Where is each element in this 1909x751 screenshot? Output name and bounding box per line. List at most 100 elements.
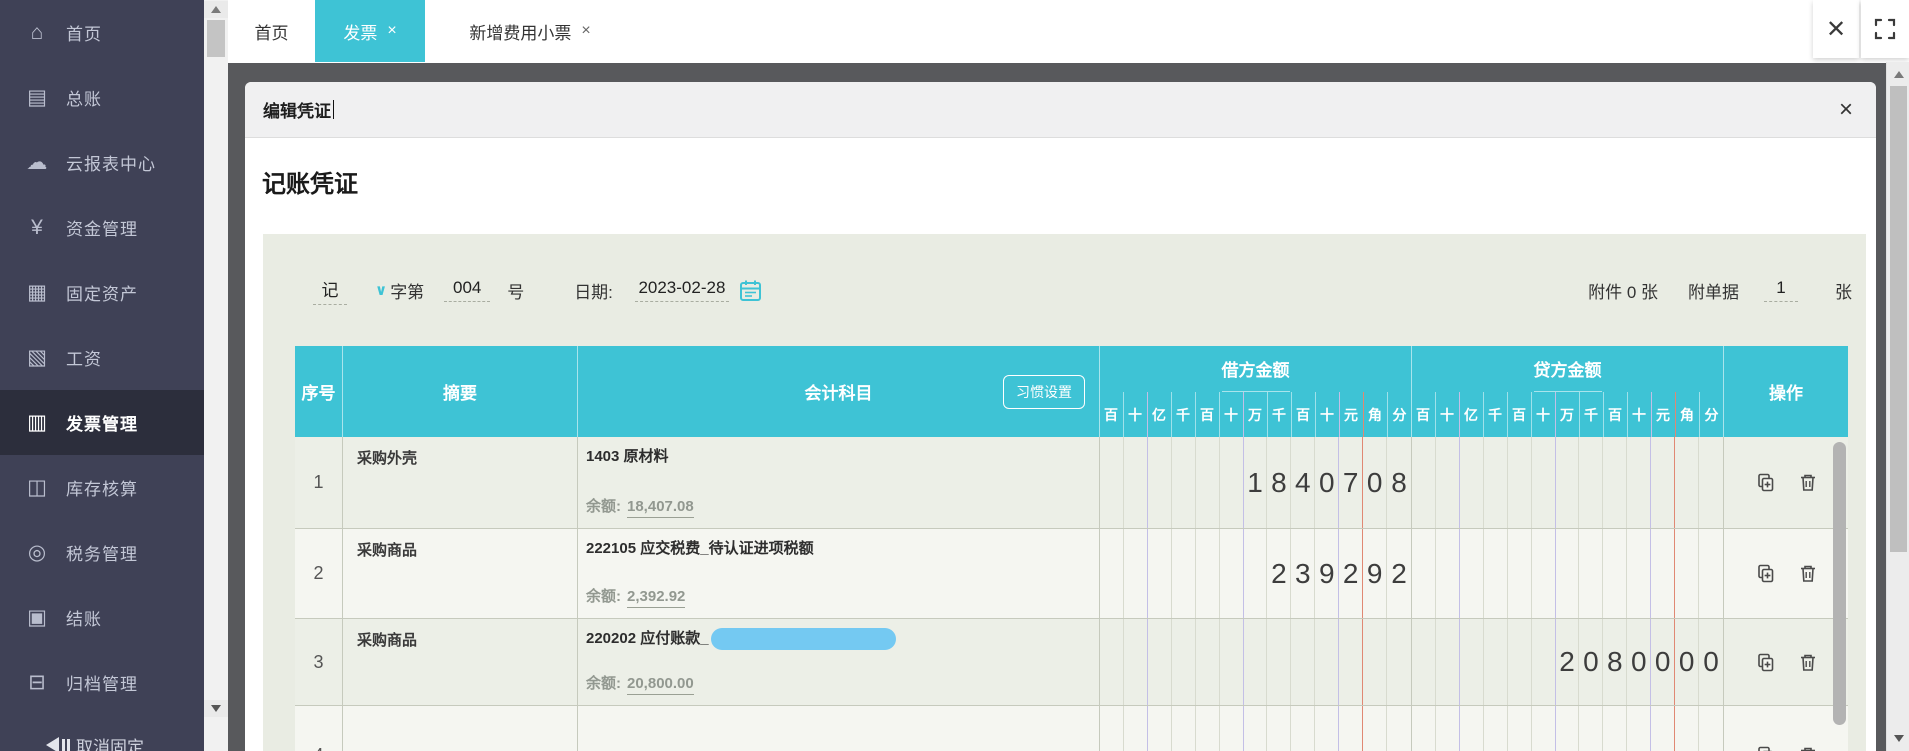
arrow-down-icon	[1893, 735, 1904, 742]
debit-amount-cell[interactable]	[1100, 706, 1412, 751]
summary-cell[interactable]: 采购商品	[343, 529, 578, 618]
delete-row-icon[interactable]	[1799, 746, 1817, 751]
credit-amount-cell[interactable]	[1412, 529, 1724, 618]
digit-column-header: 千	[1484, 392, 1508, 437]
balance-value[interactable]: 18,407.08	[627, 498, 694, 518]
digit-cell	[1484, 529, 1508, 618]
page-scroll-up-button[interactable]	[1887, 66, 1909, 83]
digit-cell	[1196, 706, 1220, 751]
sidebar-item-fixed-assets[interactable]: ▦ 固定资产	[0, 260, 204, 325]
digit-cell	[1220, 529, 1244, 618]
copy-row-icon[interactable]	[1756, 564, 1775, 583]
delete-row-icon[interactable]	[1799, 473, 1817, 492]
tab-close-icon[interactable]: ×	[581, 22, 591, 39]
sidebar-item-funds-management[interactable]: ¥ 资金管理	[0, 195, 204, 260]
closing-icon: ▣	[27, 606, 47, 629]
copy-row-icon[interactable]	[1756, 746, 1775, 751]
sidebar-item-invoice-management[interactable]: ▥ 发票管理	[0, 390, 204, 455]
summary-cell[interactable]	[343, 706, 578, 751]
habit-settings-button[interactable]: 习惯设置	[1003, 374, 1085, 409]
digit-cell	[1627, 706, 1652, 751]
summary-cell[interactable]: 采购外壳	[343, 437, 578, 528]
cloud-report-icon: ☁	[26, 151, 48, 174]
digit-column-header: 元	[1340, 392, 1364, 437]
digit-cell	[1460, 529, 1484, 618]
credit-amount-cell[interactable]	[1412, 437, 1724, 528]
fullscreen-button[interactable]	[1861, 0, 1909, 58]
table-scrollbar-thumb[interactable]	[1833, 442, 1846, 725]
sidebar-item-general-ledger[interactable]: ▤ 总账	[0, 65, 204, 130]
table-header: 序号 摘要 会计科目 习惯设置 借方金额 百十亿千百十万千百十元角分	[295, 346, 1848, 437]
digit-cell	[1220, 437, 1244, 528]
tab-home[interactable]: 首页	[228, 0, 315, 62]
balance-value[interactable]: 2,392.92	[627, 588, 686, 608]
voucher-word-field[interactable]: 记	[313, 276, 347, 305]
balance-line: 余额: 20,800.00	[586, 672, 694, 695]
copy-row-icon[interactable]	[1756, 653, 1775, 672]
balance-line: 余额: 2,392.92	[586, 585, 686, 608]
sidebar-item-home[interactable]: ⌂ 首页	[0, 0, 204, 65]
tab-close-icon[interactable]: ×	[387, 22, 397, 39]
summary-cell[interactable]: 采购商品	[343, 619, 578, 705]
sidebar-item-cloud-report-center[interactable]: ☁ 云报表中心	[0, 130, 204, 195]
balance-value[interactable]: 20,800.00	[627, 675, 694, 695]
date-field[interactable]: 2023-02-28	[634, 278, 729, 302]
sidebar-item-closing[interactable]: ▣ 结账	[0, 585, 204, 650]
voucher-panel: 记 ∨ 字第 004 号 日期: 2023-02-28	[263, 234, 1866, 751]
main-content: 首页 发票 × 新增费用小票 × ✕ 编辑凭证 × 记账凭证 记 ∨	[228, 0, 1909, 751]
digit-cell: 9	[1363, 529, 1388, 618]
doc-count-label: 附单据	[1688, 282, 1739, 302]
digit-cell: 8	[1603, 619, 1628, 705]
page-scrollbar-thumb[interactable]	[1890, 86, 1907, 552]
credit-amount-cell[interactable]	[1412, 706, 1724, 751]
delete-row-icon[interactable]	[1799, 653, 1817, 672]
page-scroll-down-button[interactable]	[1887, 730, 1909, 747]
digit-cell	[1508, 437, 1532, 528]
sidebar-item-label: 结账	[66, 610, 102, 629]
sidebar-scrollbar-thumb[interactable]	[207, 20, 225, 57]
header-summary: 摘要	[343, 346, 578, 437]
digit-column-header: 分	[1704, 406, 1719, 423]
sidebar-item-label: 资金管理	[66, 220, 138, 239]
digit-cell: 0	[1675, 619, 1700, 705]
scroll-down-button[interactable]	[204, 700, 228, 717]
copy-row-icon[interactable]	[1756, 473, 1775, 492]
delete-row-icon[interactable]	[1799, 564, 1817, 583]
tab-new-expense-receipt[interactable]: 新增费用小票 ×	[445, 0, 615, 62]
digit-cell	[1699, 437, 1723, 528]
calendar-icon[interactable]	[739, 279, 762, 302]
table-row: 3 采购商品 220202 应付账款_ 余额: 20,800.00 2 0 8 0 0 0 0	[295, 619, 1848, 706]
chevron-down-icon[interactable]: ∨	[375, 282, 388, 299]
sidebar-item-tax-management[interactable]: ◎ 税务管理	[0, 520, 204, 585]
window-close-button[interactable]: ✕	[1813, 0, 1859, 58]
modal-close-button[interactable]: ×	[1838, 96, 1853, 123]
digit-cell	[1699, 706, 1723, 751]
sidebar-unpin-button[interactable]: 取消固定	[46, 730, 144, 751]
digit-column-header: 万	[1556, 392, 1580, 437]
account-cell[interactable]: 1403 原材料 余额: 18,407.08	[578, 437, 1100, 528]
tab-invoice[interactable]: 发票 ×	[315, 0, 425, 62]
sidebar-menu: ⌂ 首页 ▤ 总账 ☁ 云报表中心 ¥ 资金管理 ▦ 固定资产 ▧ 工资 ▥ 发票管理 ◫ 库存核算 ◎ 税务管理…	[0, 0, 204, 715]
voucher-number-field[interactable]: 004	[444, 278, 491, 302]
account-cell[interactable]: 222105 应交税费_待认证进项税额 余额: 2,392.92	[578, 529, 1100, 618]
digit-cell	[1460, 619, 1484, 705]
doc-count-field[interactable]: 1	[1764, 278, 1798, 302]
digit-cell	[1267, 619, 1292, 705]
sidebar-item-label: 税务管理	[66, 545, 138, 564]
digit-cell	[1100, 437, 1124, 528]
sidebar-unpin-label: 取消固定	[76, 737, 144, 751]
sidebar-item-payroll[interactable]: ▧ 工资	[0, 325, 204, 390]
debit-amount-cell[interactable]	[1100, 619, 1412, 705]
account-cell[interactable]: 220202 应付账款_ 余额: 20,800.00	[578, 619, 1100, 705]
digit-cell	[1412, 619, 1436, 705]
digit-cell	[1532, 437, 1556, 528]
digit-cell	[1339, 706, 1364, 751]
digit-cell	[1363, 619, 1388, 705]
sidebar-item-inventory-accounting[interactable]: ◫ 库存核算	[0, 455, 204, 520]
account-cell[interactable]	[578, 706, 1100, 751]
sidebar-item-archive-management[interactable]: ⊟ 归档管理	[0, 650, 204, 715]
scroll-up-button[interactable]	[204, 1, 228, 18]
